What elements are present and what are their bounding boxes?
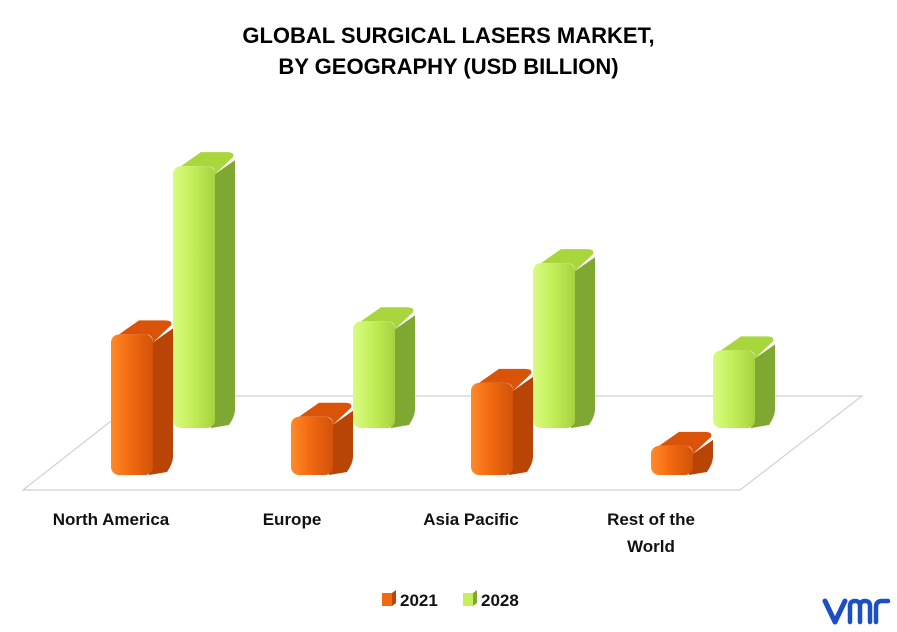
chart-title-line-2: BY GEOGRAPHY (USD BILLION) [278,54,619,79]
bar-2021-europe [291,402,353,475]
category-labels: North America Europe Asia Pacific Rest of t… [53,510,695,556]
chart-title: GLOBAL SURGICAL LASERS MARKET, BY GEOGRA… [0,20,897,82]
legend-swatch [463,593,473,606]
bar-2021-rest-of-the-world [651,431,713,475]
category-label-3: Rest of the World [607,510,695,556]
bar-2028-asia-pacific [533,249,595,428]
bar-2028-north-america [173,152,235,428]
bar-2028-rest-of-the-world [713,336,775,428]
vmr-logo-icon [822,598,891,625]
legend-label-2028: 2028 [481,591,519,610]
bar-2021-asia-pacific [471,368,533,475]
bar-2021-north-america [111,320,173,475]
chart-title-line-1: GLOBAL SURGICAL LASERS MARKET, [242,23,655,48]
bar-2028-europe [353,307,415,428]
legend-item-2028: 2028 [463,590,519,610]
legend-label-2021: 2021 [400,591,438,610]
category-label-1: Europe [263,510,322,529]
legend-item-2021: 2021 [382,590,438,610]
category-label-0: North America [53,510,170,529]
bars-layer [111,152,775,475]
legend-swatch [382,593,392,606]
category-label-2: Asia Pacific [423,510,518,529]
legend: 2021 2028 [382,590,519,610]
